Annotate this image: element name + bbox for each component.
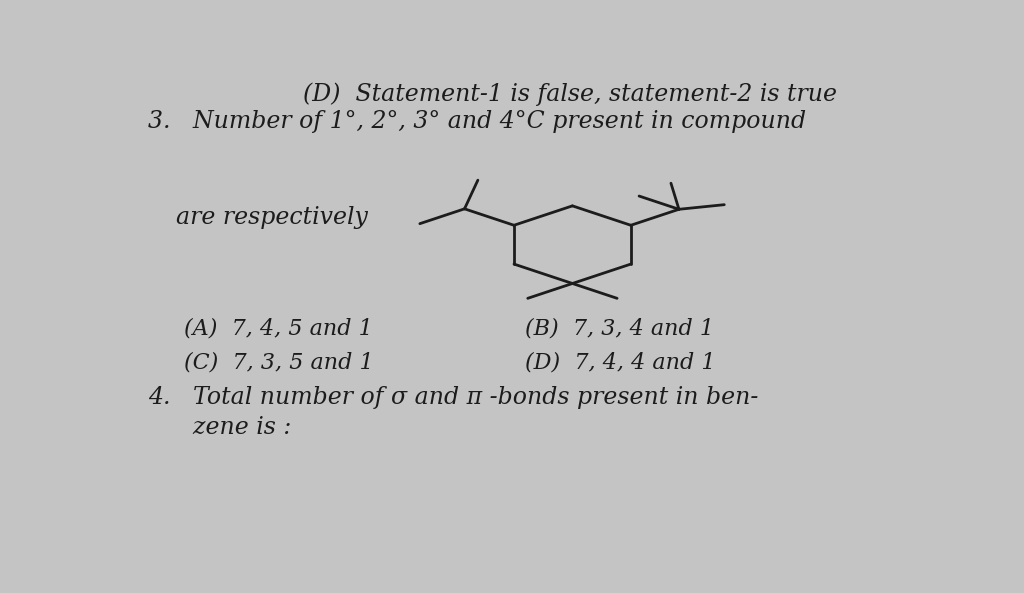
Text: (A)  7, 4, 5 and 1: (A) 7, 4, 5 and 1 xyxy=(183,318,373,340)
Text: (D)  Statement-1 is false, statement-2 is true: (D) Statement-1 is false, statement-2 is… xyxy=(303,82,837,106)
Text: are respectively: are respectively xyxy=(176,206,368,229)
Text: (D)  7, 4, 4 and 1: (D) 7, 4, 4 and 1 xyxy=(525,352,716,374)
Text: (C)  7, 3, 5 and 1: (C) 7, 3, 5 and 1 xyxy=(183,352,373,374)
Text: 3.   Number of 1°, 2°, 3° and 4°C present in compound: 3. Number of 1°, 2°, 3° and 4°C present … xyxy=(147,110,806,133)
Text: (B)  7, 3, 4 and 1: (B) 7, 3, 4 and 1 xyxy=(525,318,714,340)
Text: 4.   Total number of σ and π -bonds present in ben-: 4. Total number of σ and π -bonds presen… xyxy=(147,386,758,409)
Text: zene is :: zene is : xyxy=(147,416,291,439)
